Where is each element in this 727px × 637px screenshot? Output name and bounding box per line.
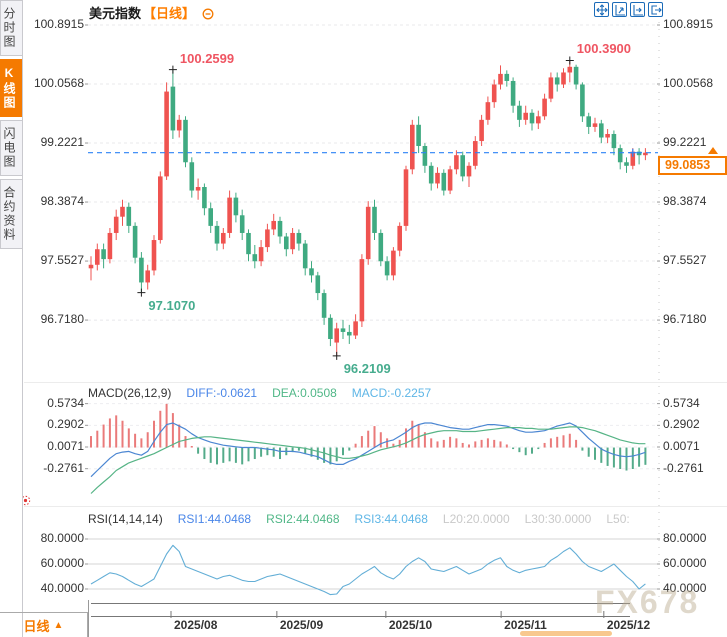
macd-axis-label: 0.0071 <box>47 439 84 453</box>
macd-name-label: MACD(26,12,9) <box>88 386 172 400</box>
rsi-axis-label: 80.0000 <box>40 531 84 545</box>
symbol-name: 美元指数 <box>89 6 142 21</box>
export-chart-icon[interactable] <box>648 2 663 17</box>
rsi-axis-label: 60.0000 <box>40 556 84 570</box>
right-axis: 100.8915 100.0568 99.2221 98.3874 97.5527 96.… <box>661 0 727 637</box>
price-axis-label: 97.5527 <box>40 253 84 268</box>
gridlines <box>24 24 727 590</box>
fit-y-axis-icon[interactable] <box>612 2 627 17</box>
rsi-axis-label: 40.0000 <box>663 581 707 595</box>
price-axis-label: 99.2221 <box>40 135 84 150</box>
current-price-tag: 99.0853 <box>658 156 727 176</box>
rsi-header: RSI(14,14,14) RSI1:44.0468 RSI2:44.0468 RSI… <box>88 512 645 526</box>
period-label: 日线 <box>23 618 50 634</box>
sidebar-tab-timeline[interactable]: 分时图 <box>0 0 22 56</box>
fit-x-axis-icon[interactable] <box>630 2 645 17</box>
rsi-axis-label: 60.0000 <box>663 556 707 570</box>
move-crosshair-icon[interactable] <box>594 2 609 17</box>
macd-axis-label: 0.2902 <box>663 417 700 432</box>
price-axis-label: 100.0568 <box>663 76 714 90</box>
indicator-lines <box>88 56 658 596</box>
sidebar: 分时图 K线图 闪电图 合约资料 <box>0 0 23 637</box>
red-dotted-marker-icon[interactable] <box>19 494 32 507</box>
bottom-scrollbar-thumb[interactable] <box>520 631 612 636</box>
rsi-name-label: RSI(14,14,14) <box>88 512 163 526</box>
macd-dea-value: DEA:0.0508 <box>272 386 337 400</box>
macd-diff-value: DIFF:-0.0621 <box>186 386 258 400</box>
macd-macd-value: MACD:-0.2257 <box>351 386 432 400</box>
sidebar-tab-contract-info[interactable]: 合约资料 <box>0 179 22 249</box>
sidebar-tab-kline[interactable]: K线图 <box>0 59 22 117</box>
rsi-axis-label: 40.0000 <box>40 581 84 595</box>
rsi-l50-value: L50: <box>606 512 630 526</box>
macd-axis-label: -0.2761 <box>43 460 84 475</box>
price-axis-label: 98.3874 <box>663 194 707 209</box>
macd-axis-label: -0.2761 <box>663 460 704 475</box>
bottom-strip <box>88 600 630 637</box>
sidebar-tab-lightning[interactable]: 闪电图 <box>0 120 22 176</box>
price-axis-label: 99.2221 <box>663 135 707 150</box>
rsi2-value: RSI2:44.0468 <box>266 512 340 526</box>
macd-axis-label: 0.5734 <box>663 395 700 410</box>
chart-title: 美元指数 【日线】 <box>89 3 214 22</box>
circle-minus-icon[interactable] <box>202 8 214 20</box>
rsi3-value: RSI3:44.0468 <box>354 512 428 526</box>
chart-toolbar <box>594 2 663 17</box>
rsi-axis-label: 80.0000 <box>663 531 707 545</box>
macd-axis-label: 0.2902 <box>47 417 84 432</box>
left-axis: 100.8915 100.0568 99.2221 98.3874 97.5527 96.… <box>22 0 86 637</box>
price-axis-label: 98.3874 <box>40 194 84 209</box>
period-badge: 【日线】 <box>143 6 196 21</box>
price-axis-label: 100.8915 <box>33 17 84 31</box>
candlestick-series <box>88 60 648 356</box>
macd-axis-label: 0.0071 <box>663 439 700 453</box>
rsi-l30-value: L30:30.0000 <box>524 512 592 526</box>
price-axis-label: 97.5527 <box>663 253 707 268</box>
period-dropdown-arrow-icon: ▲ <box>53 619 64 631</box>
price-axis-label: 100.0568 <box>33 76 84 90</box>
price-axis-label: 100.8915 <box>663 17 714 31</box>
axis-ticks <box>85 22 660 600</box>
period-selector[interactable]: 日线 ▲ <box>0 612 88 637</box>
price-axis-label: 96.7180 <box>663 312 707 327</box>
rsi1-value: RSI1:44.0468 <box>177 512 252 526</box>
price-up-triangle-icon <box>708 146 718 154</box>
rsi-l20-value: L20:20.0000 <box>442 512 510 526</box>
macd-header: MACD(26,12,9) DIFF:-0.0621 DEA:0.0508 MACD:… <box>88 386 446 400</box>
price-axis-label: 96.7180 <box>40 312 84 327</box>
macd-axis-label: 0.5734 <box>47 395 84 410</box>
macd-histogram <box>90 403 647 471</box>
